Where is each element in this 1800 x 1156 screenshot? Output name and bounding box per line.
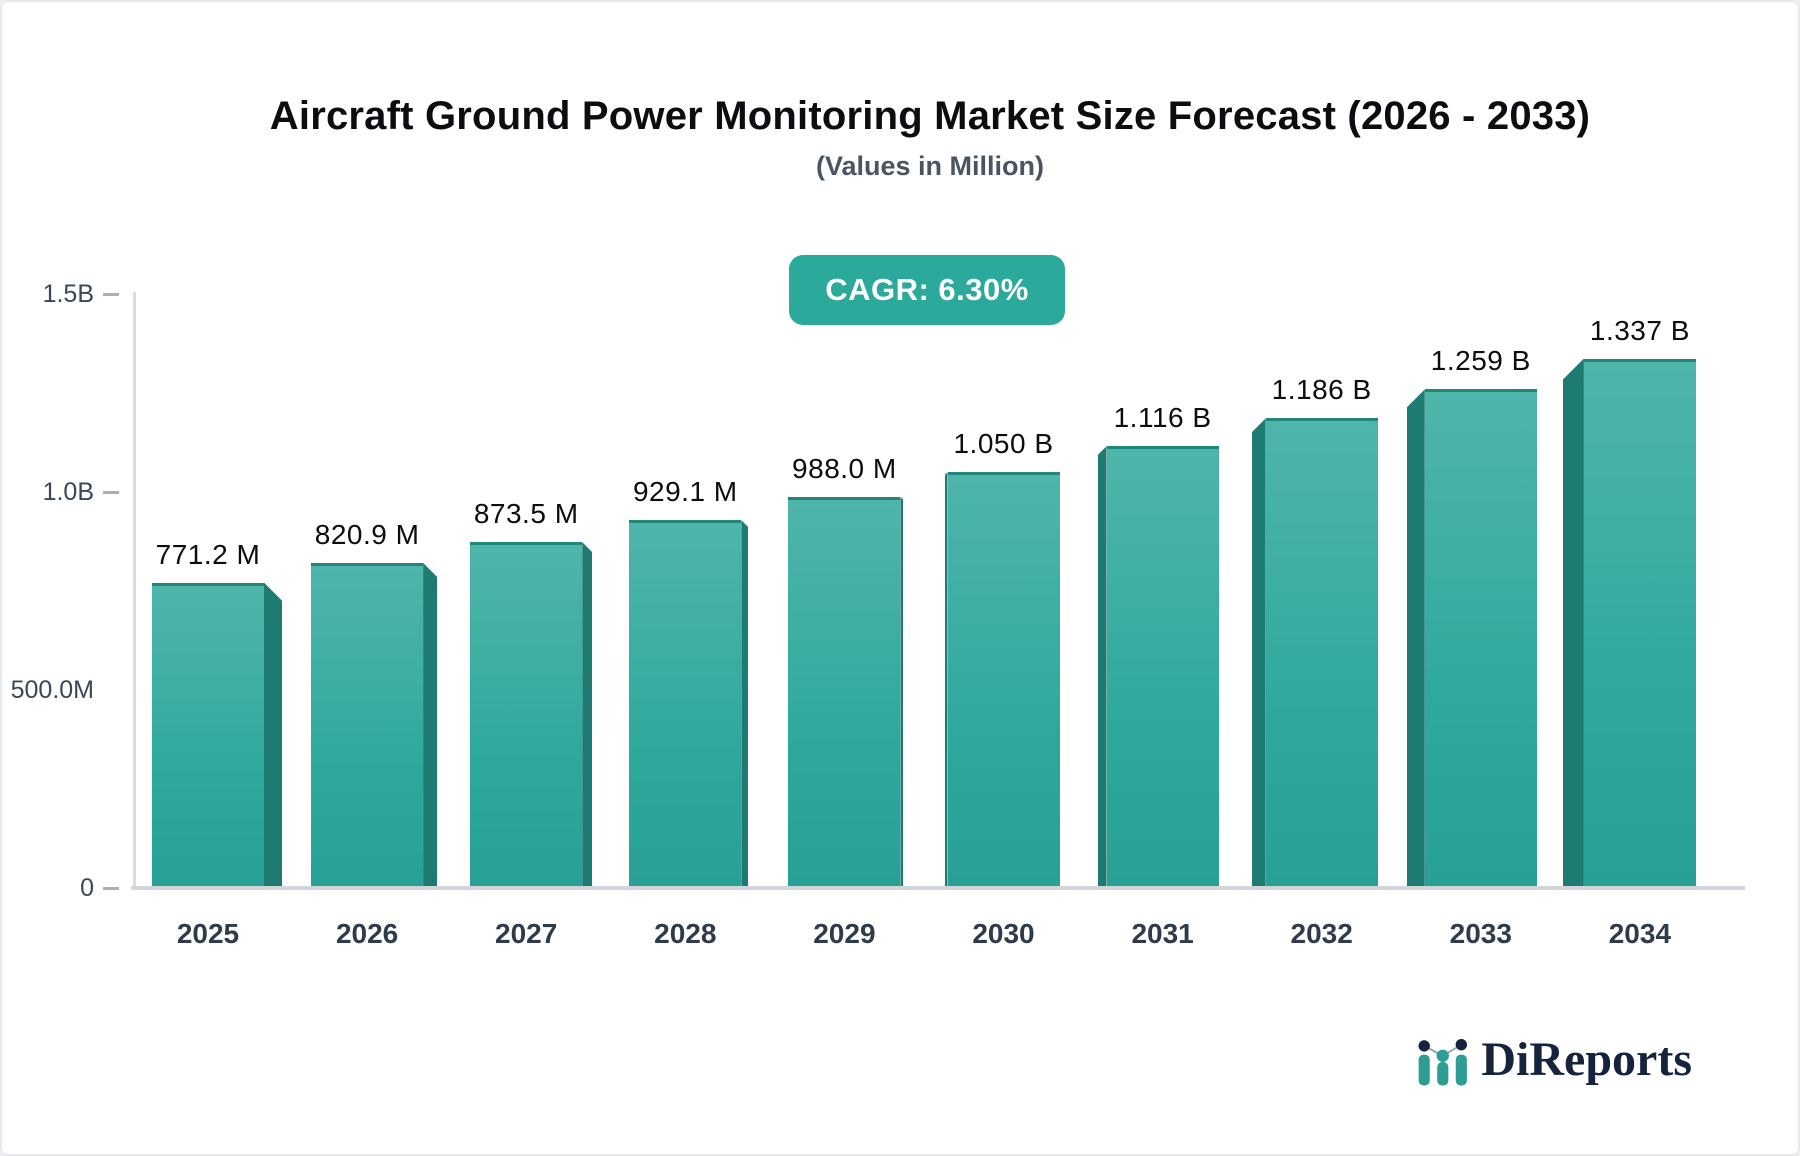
bar-value-label-2030: 1.050 B bbox=[953, 428, 1054, 460]
cagr-badge: CAGR: 6.30% bbox=[789, 255, 1065, 325]
x-axis-label-2030: 2030 bbox=[972, 918, 1035, 949]
bar-2028 bbox=[629, 520, 742, 888]
bar-value-label-2025: 771.2 M bbox=[155, 538, 261, 570]
y-axis-tick-mark-1 bbox=[103, 491, 119, 494]
bar-value-label-2029: 988.0 M bbox=[792, 452, 897, 484]
x-axis-label-2029: 2029 bbox=[813, 918, 876, 949]
x-axis-label-2025: 2025 bbox=[176, 918, 240, 949]
bar-value-label-2027: 873.5 M bbox=[473, 498, 579, 530]
bar-2031 bbox=[1106, 446, 1219, 888]
bar-side-face-2026 bbox=[423, 562, 438, 888]
x-axis-label-2033: 2033 bbox=[1449, 918, 1512, 949]
bar-side-face-2027 bbox=[582, 542, 593, 888]
cagr-badge-label: CAGR: 6.30% bbox=[825, 272, 1029, 307]
x-axis-label-2031: 2031 bbox=[1131, 918, 1194, 949]
x-axis-label-2028: 2028 bbox=[654, 918, 717, 949]
chart-title: Aircraft Ground Power Monitoring Market … bbox=[269, 94, 1591, 138]
bar-value-label-2034: 1.337 B bbox=[1589, 314, 1690, 346]
chart-subtitle: (Values in Million) bbox=[815, 151, 1045, 181]
bar-side-face-2028 bbox=[741, 520, 749, 888]
y-axis-tick-mark-3 bbox=[103, 887, 119, 890]
bar-side-face-2032 bbox=[1251, 418, 1266, 888]
bar-2033 bbox=[1424, 389, 1537, 888]
y-axis-tick-label-2: 500.0M bbox=[10, 676, 94, 704]
y-axis-tick-label-1: 1.0B bbox=[42, 478, 94, 506]
bar-2034 bbox=[1583, 358, 1696, 888]
bar-side-face-2034 bbox=[1562, 358, 1584, 888]
x-axis-label-2034: 2034 bbox=[1608, 918, 1672, 949]
y-axis-tick-mark-0 bbox=[103, 293, 119, 296]
bar-2030 bbox=[947, 472, 1060, 888]
bar-side-face-2025 bbox=[264, 582, 282, 888]
bar-value-label-2031: 1.116 B bbox=[1113, 402, 1212, 434]
direports-logo-icon bbox=[1415, 1036, 1473, 1088]
bar-side-face-2030 bbox=[944, 472, 948, 888]
bar-value-label-2028: 929.1 M bbox=[632, 476, 738, 508]
x-axis-label-2027: 2027 bbox=[495, 918, 558, 949]
bar-2027 bbox=[470, 542, 583, 888]
y-axis-line bbox=[133, 292, 136, 890]
x-axis-label-2026: 2026 bbox=[335, 918, 399, 949]
bar-value-label-2032: 1.186 B bbox=[1271, 374, 1372, 406]
direports-logo: DiReports bbox=[1415, 1032, 1692, 1088]
bar-side-face-2033 bbox=[1406, 389, 1425, 888]
direports-logo-text: DiReports bbox=[1481, 1033, 1692, 1086]
x-axis-line bbox=[131, 886, 1745, 890]
x-axis-label-2032: 2032 bbox=[1290, 918, 1353, 949]
bar-value-label-2033: 1.259 B bbox=[1430, 345, 1531, 377]
y-axis-tick-label-3: 0 bbox=[80, 874, 94, 902]
bar-2026 bbox=[311, 562, 424, 888]
bar-side-face-2031 bbox=[1097, 446, 1107, 888]
bar-2032 bbox=[1265, 418, 1378, 888]
bar-2029 bbox=[788, 496, 901, 888]
y-axis-tick-label-0: 1.5B bbox=[42, 280, 94, 308]
bar-value-label-2026: 820.9 M bbox=[314, 518, 420, 550]
bar-2025 bbox=[152, 582, 264, 888]
bar-side-face-2029 bbox=[900, 496, 904, 888]
